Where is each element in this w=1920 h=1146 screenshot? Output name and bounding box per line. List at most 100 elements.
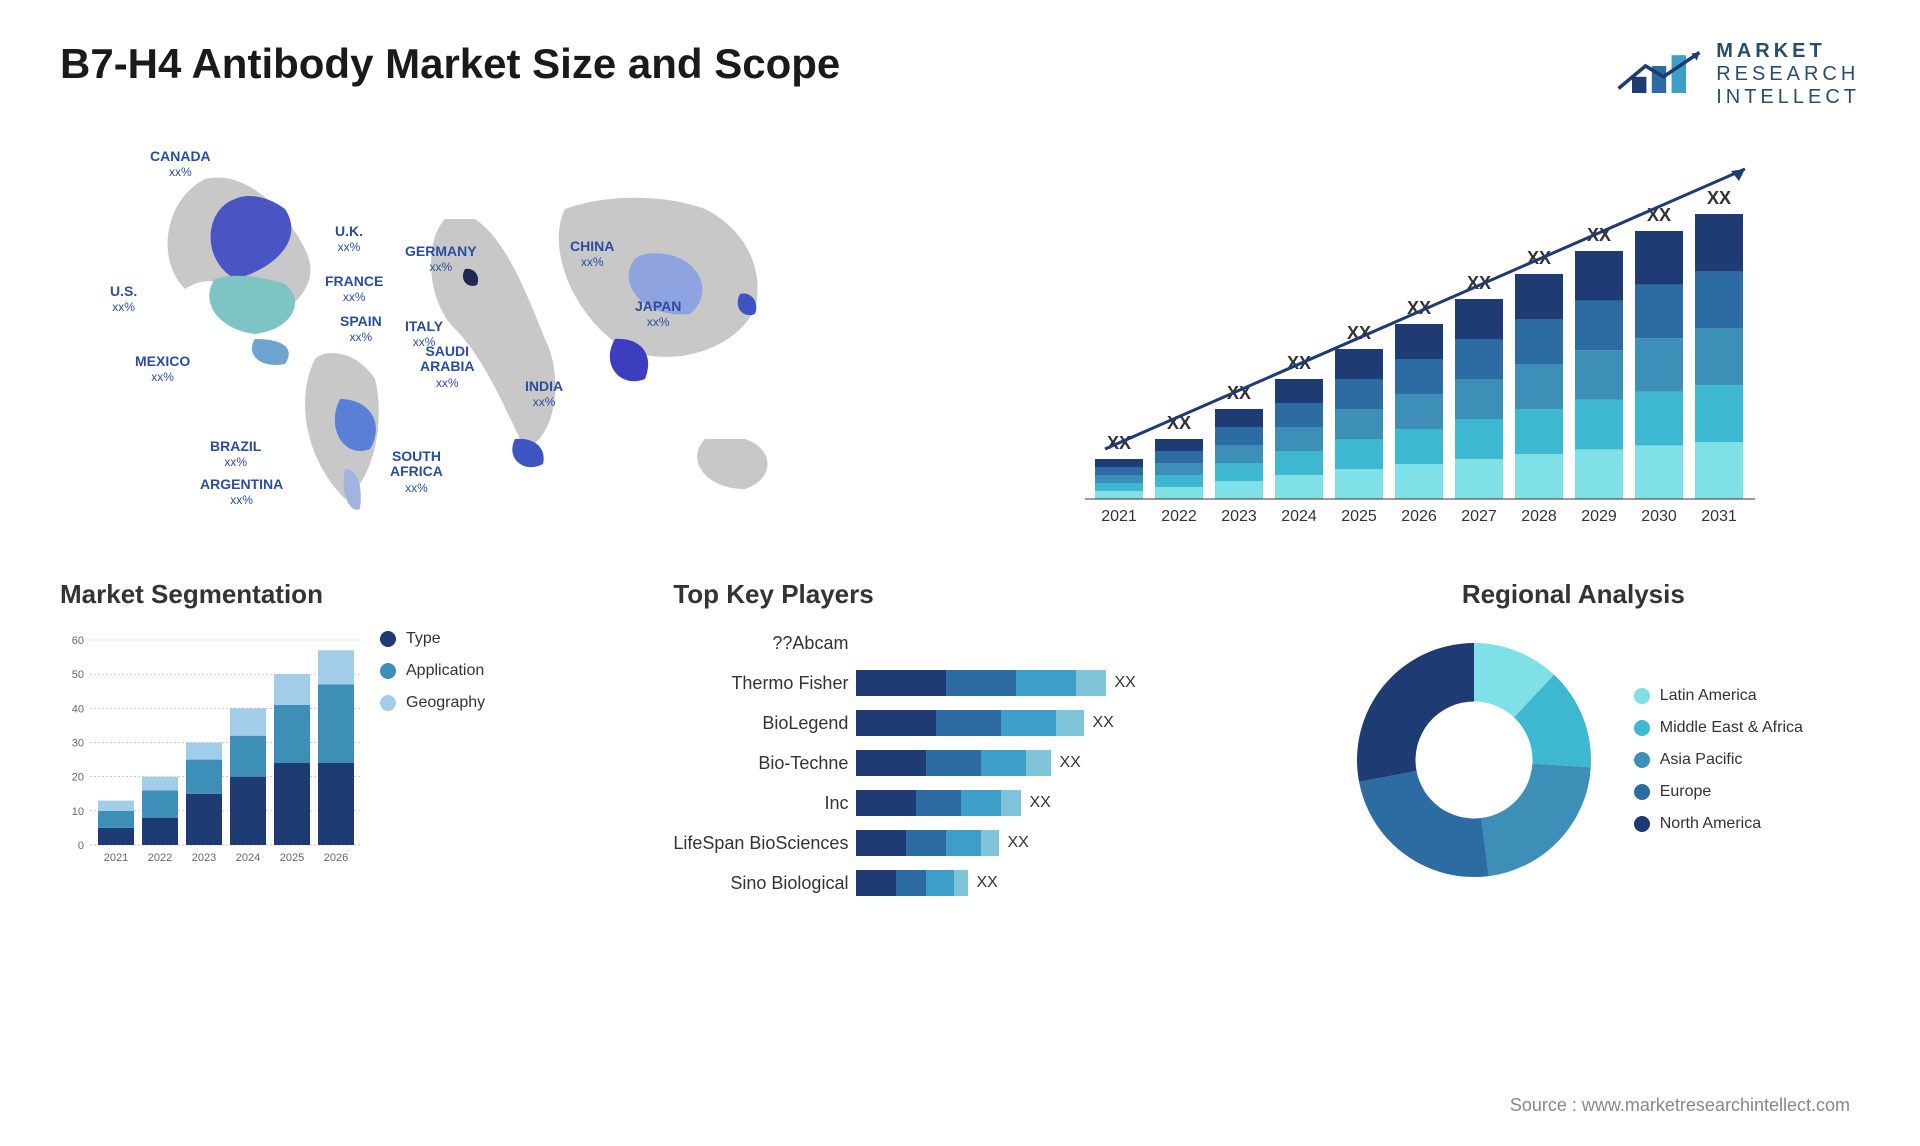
player-bar-row: XX [856,670,1135,696]
legend-swatch [1634,688,1650,704]
map-label: ARGENTINAxx% [200,477,283,508]
legend-item: North America [1634,815,1803,833]
player-bar-seg [946,670,1016,696]
legend-swatch [1634,752,1650,768]
player-bar-row: XX [856,710,1135,736]
svg-text:2024: 2024 [1281,508,1317,525]
growth-chart-svg: XX2021XX2022XX2023XX2024XX2025XX2026XX20… [990,139,1860,539]
map-label: MEXICOxx% [135,354,190,385]
segmentation-legend: Type Application Geography [380,630,485,712]
svg-text:50: 50 [72,669,84,681]
legend-item: Application [380,662,485,680]
player-bar [856,670,1106,696]
logo-text: MARKET RESEARCH INTELLECT [1716,40,1860,109]
player-bar-seg [1056,710,1084,736]
player-bar-row: XX [856,750,1135,776]
svg-text:10: 10 [72,806,84,818]
svg-text:2029: 2029 [1581,508,1617,525]
player-bar [856,750,1051,776]
svg-text:2023: 2023 [1221,508,1257,525]
map-label: U.S.xx% [110,284,137,315]
legend-item: Europe [1634,783,1803,801]
player-value: XX [1059,754,1080,772]
legend-label: North America [1660,815,1761,833]
player-bar-seg [916,790,961,816]
player-bar-seg [926,870,954,896]
player-bar-row: XX [856,870,1135,896]
player-bar-seg [856,870,896,896]
svg-text:2021: 2021 [104,852,128,864]
player-bar-seg [856,710,936,736]
player-value: XX [1114,674,1135,692]
svg-text:40: 40 [72,703,84,715]
player-bar [856,710,1084,736]
legend-label: Application [406,662,484,680]
legend-label: Latin America [1660,687,1757,705]
player-bar-row [856,630,1135,656]
legend-item: Geography [380,694,485,712]
player-bar-seg [896,870,926,896]
player-label: ??Abcam [673,630,848,656]
map-svg [60,139,930,539]
player-bar-seg [856,750,926,776]
player-bar-row: XX [856,790,1135,816]
legend-item: Type [380,630,485,648]
player-bar-seg [926,750,981,776]
legend-item: Asia Pacific [1634,751,1803,769]
player-bar-seg [856,790,916,816]
player-bar-seg [936,710,1001,736]
legend-swatch [1634,720,1650,736]
legend-swatch [1634,816,1650,832]
bottom-row: Market Segmentation 01020304050602021202… [60,579,1860,896]
svg-text:2025: 2025 [280,852,304,864]
svg-text:2026: 2026 [324,852,348,864]
map-label: INDIAxx% [525,379,563,410]
legend-item: Latin America [1634,687,1803,705]
svg-text:0: 0 [78,840,84,852]
players-bars: XX XX XX XX XX XX [856,630,1135,896]
svg-text:2031: 2031 [1701,508,1737,525]
map-label: U.K.xx% [335,224,363,255]
svg-text:2022: 2022 [1161,508,1197,525]
map-label: SPAINxx% [340,314,382,345]
map-label: BRAZILxx% [210,439,261,470]
player-bar [856,790,1021,816]
world-map: CANADAxx%U.S.xx%MEXICOxx%BRAZILxx%ARGENT… [60,139,930,539]
logo: MARKET RESEARCH INTELLECT [1614,40,1860,109]
legend-label: Geography [406,694,485,712]
player-bar-seg [906,830,946,856]
regional-title: Regional Analysis [1287,579,1860,610]
svg-text:2025: 2025 [1341,508,1377,525]
player-bar-seg [954,870,968,896]
svg-text:2023: 2023 [192,852,216,864]
segmentation-section: Market Segmentation 01020304050602021202… [60,579,633,896]
player-bar-seg [1016,670,1076,696]
player-value: XX [1029,794,1050,812]
player-bar-seg [981,830,999,856]
player-label: Sino Biological [673,870,848,896]
player-label: Thermo Fisher [673,670,848,696]
segmentation-chart: 0102030405060202120222023202420252026 [60,630,360,870]
player-bar-row: XX [856,830,1135,856]
player-label: Bio-Techne [673,750,848,776]
header: B7-H4 Antibody Market Size and Scope MAR… [60,40,1860,109]
map-label: FRANCExx% [325,274,383,305]
player-bar-seg [856,670,946,696]
page-title: B7-H4 Antibody Market Size and Scope [60,40,840,88]
legend-swatch [380,695,396,711]
players-title: Top Key Players [673,579,1246,610]
legend-label: Type [406,630,441,648]
map-label: SAUDIARABIAxx% [420,344,474,390]
svg-text:2026: 2026 [1401,508,1437,525]
map-label: SOUTHAFRICAxx% [390,449,443,495]
legend-swatch [1634,784,1650,800]
legend-swatch [380,631,396,647]
regional-legend: Latin AmericaMiddle East & AfricaAsia Pa… [1634,687,1803,833]
top-row: CANADAxx%U.S.xx%MEXICOxx%BRAZILxx%ARGENT… [60,139,1860,539]
svg-text:2024: 2024 [236,852,260,864]
logo-text-2: RESEARCH [1716,63,1860,86]
regional-donut [1344,630,1604,890]
player-bar-seg [946,830,981,856]
player-bar [856,830,999,856]
player-label: LifeSpan BioSciences [673,830,848,856]
